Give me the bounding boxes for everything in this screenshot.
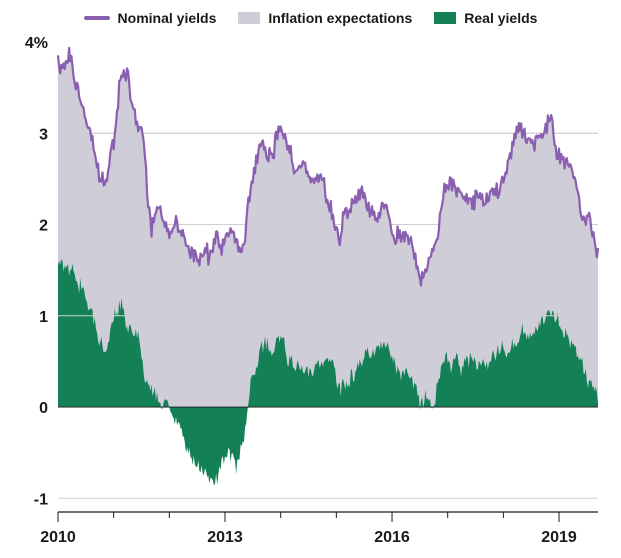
xtick-label: 2013 bbox=[207, 529, 243, 546]
xtick-label: 2016 bbox=[374, 529, 410, 546]
xtick-label: 2010 bbox=[40, 529, 76, 546]
chart-container: Nominal yields Inflation expectations Re… bbox=[0, 0, 621, 558]
xtick-label: 2019 bbox=[541, 529, 577, 546]
ytick-label: 3 bbox=[39, 126, 48, 143]
chart-svg: 4% 3 2 1 0 -1 2010 2013 2016 2019 bbox=[0, 0, 621, 558]
ytick-label: 4% bbox=[25, 35, 48, 52]
ytick-label: 0 bbox=[39, 400, 48, 417]
ytick-label: -1 bbox=[34, 491, 48, 508]
ytick-label: 1 bbox=[39, 309, 48, 326]
ytick-label: 2 bbox=[39, 218, 48, 235]
